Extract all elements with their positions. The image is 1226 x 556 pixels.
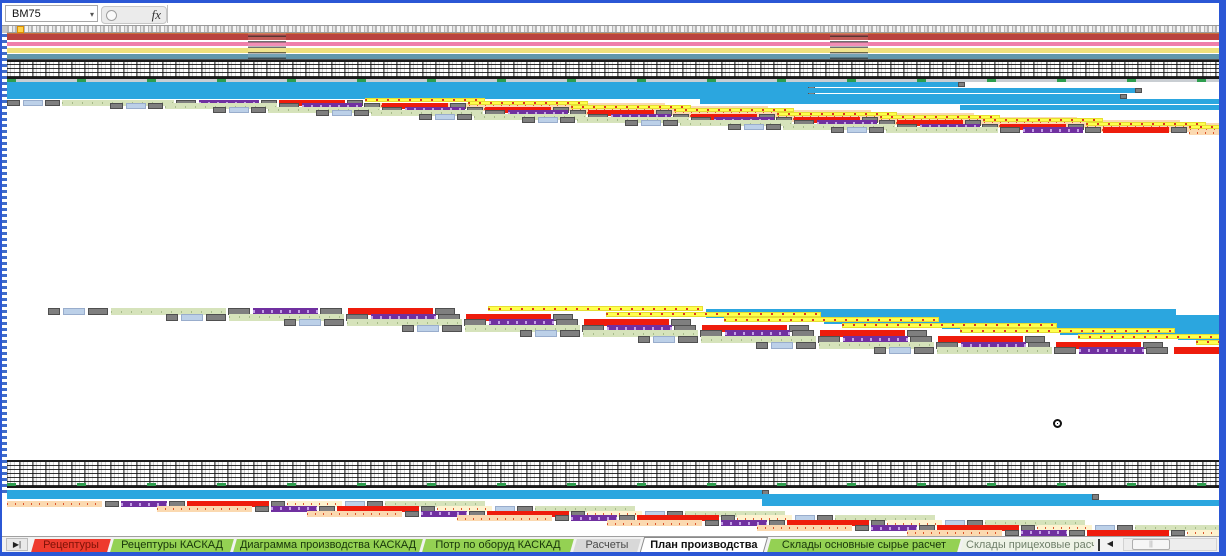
band-yellow [7,48,1219,53]
formula-bar-buttons: fx [101,6,167,24]
band-divider [7,59,1219,60]
tab-main-raw-warehouses[interactable]: Склады основные сырье расчет [767,539,961,552]
formula-bar-row: BM75 ▾ fx [2,3,1219,26]
horizontal-scrollbar[interactable]: || [1123,538,1217,551]
scroll-tabs-left-button[interactable]: ◀ [1106,539,1114,548]
band-teal [7,54,1219,59]
selected-column-highlight [17,26,24,33]
select-all-corner[interactable] [2,26,7,33]
tab-calculations[interactable]: Расчеты [573,539,641,552]
column-headers[interactable] [7,26,1219,33]
band-top-line [7,33,1219,34]
pan-origin-cursor-icon [1053,419,1062,428]
tab-recipes-kaskad[interactable]: Рецептуры КАСКАД [110,539,234,552]
band-dark-red [7,34,1219,40]
grid-green-marks-top [7,79,1219,82]
fx-icon[interactable]: fx [151,7,161,22]
horizontal-scrollbar-thumb[interactable]: || [1132,539,1170,550]
sheet-tab-bar: ▶| Рецептуры Рецептуры КАСКАД Диаграмма … [2,536,1219,552]
name-box[interactable]: BM75 ▾ [5,5,98,22]
name-box-dropdown-icon[interactable]: ▾ [89,10,94,19]
name-box-value: BM75 [12,8,41,20]
tiny-row-labels-right [830,33,868,59]
window-border-right [1219,0,1226,556]
gantt-bars-layer [7,82,1219,536]
tab-shop-warehouses[interactable]: Склады прицеховые расч [960,539,1096,552]
compressed-grid-top[interactable] [7,60,1219,79]
window-border-top [0,0,1226,3]
tab-recipes[interactable]: Рецептуры [31,539,111,552]
formula-input[interactable] [167,5,1216,23]
grid-green-marks-bottom [7,483,1219,486]
tab-production-plan-active[interactable]: План производства [639,537,769,552]
band-pink [7,42,1219,46]
tab-production-diagram-kaskad[interactable]: Диаграмма производства КАСКАД [233,539,423,552]
window-border-left [0,0,2,556]
insert-function-circle-icon[interactable] [106,10,117,21]
compressed-grid-bottom[interactable] [7,460,1219,488]
last-sheet-button[interactable]: ▶| [6,538,28,551]
tiny-row-labels-left [248,33,286,59]
tab-equipment-needs-kaskad[interactable]: Потр по оборуд КАСКАД [422,539,574,552]
tab-split-handle[interactable] [1098,539,1100,551]
row-headers[interactable] [2,26,7,493]
window-border-bottom [0,552,1226,556]
